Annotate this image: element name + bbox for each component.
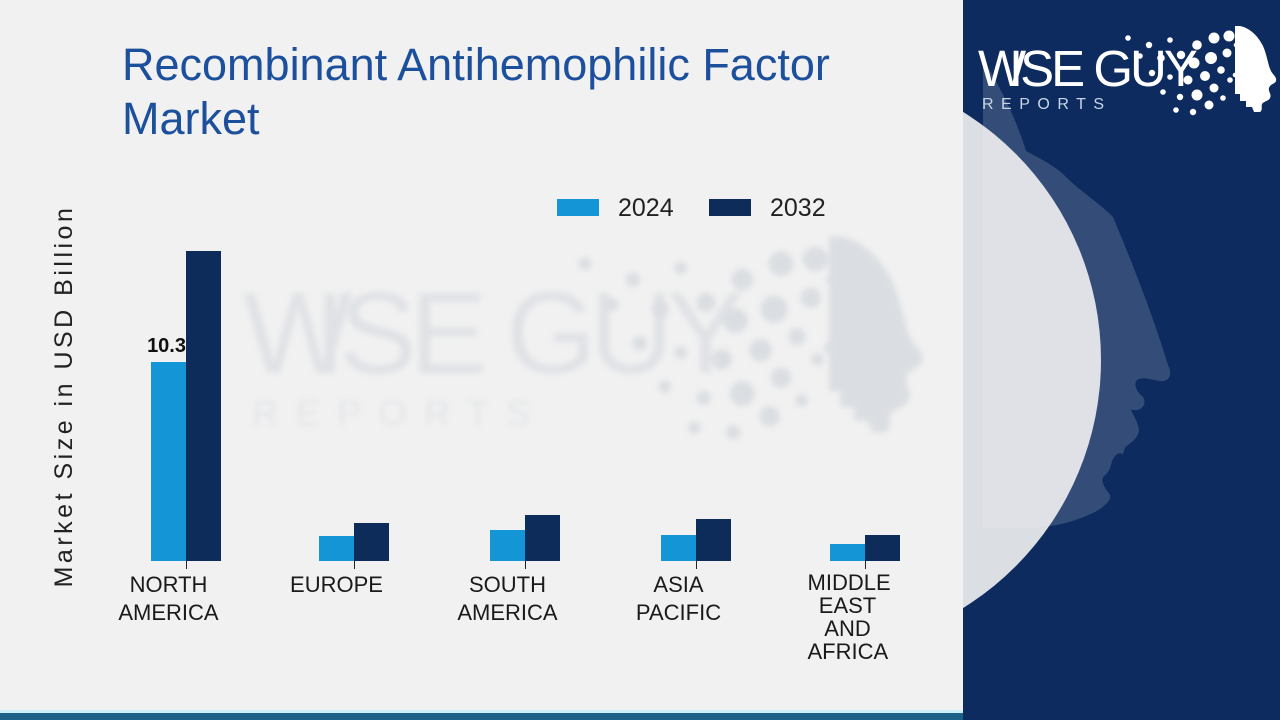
svg-text:REPORTS: REPORTS [982,96,1112,113]
svg-text:ISE GUY: ISE GUY [1009,40,1197,97]
